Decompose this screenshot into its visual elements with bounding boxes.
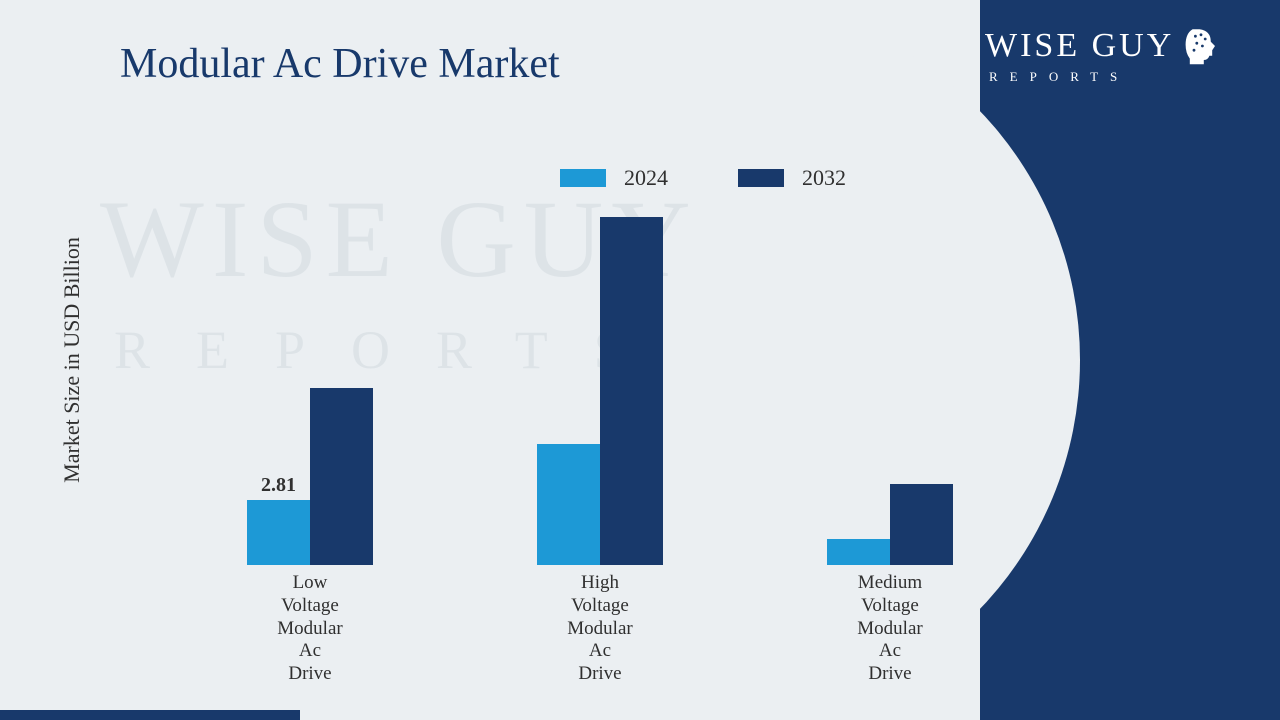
chart-title: Modular Ac Drive Market xyxy=(120,40,560,88)
bars-pair xyxy=(537,217,663,565)
x-tick-label: MediumVoltageModularAcDrive xyxy=(835,572,945,686)
brand-logo: WISE GUY REPORTS xyxy=(985,25,1250,85)
bar xyxy=(890,484,953,565)
y-axis-label: Market Size in USD Billion xyxy=(59,237,85,483)
legend-item-2024: 2024 xyxy=(560,165,668,191)
legend-swatch xyxy=(560,169,606,187)
bars-pair: 2.81 xyxy=(247,388,373,565)
legend-label: 2032 xyxy=(802,165,846,191)
x-tick-label: LowVoltageModularAcDrive xyxy=(255,572,365,686)
bar xyxy=(310,388,373,565)
logo-main-text: WISE GUY xyxy=(985,29,1174,63)
logo-sub-text: REPORTS xyxy=(989,69,1250,85)
bar: 2.81 xyxy=(247,500,310,565)
bar xyxy=(537,444,600,565)
x-tick-label: HighVoltageModularAcDrive xyxy=(545,572,655,686)
bottom-accent-bar xyxy=(0,710,300,720)
bars-pair xyxy=(827,484,953,565)
bar xyxy=(600,217,663,565)
legend-label: 2024 xyxy=(624,165,668,191)
legend: 2024 2032 xyxy=(560,165,846,191)
legend-item-2032: 2032 xyxy=(738,165,846,191)
bar xyxy=(827,539,890,565)
bar-value-label: 2.81 xyxy=(261,474,296,497)
legend-swatch xyxy=(738,169,784,187)
bar-chart: 2.81 xyxy=(110,200,990,565)
head-icon xyxy=(1180,25,1222,67)
